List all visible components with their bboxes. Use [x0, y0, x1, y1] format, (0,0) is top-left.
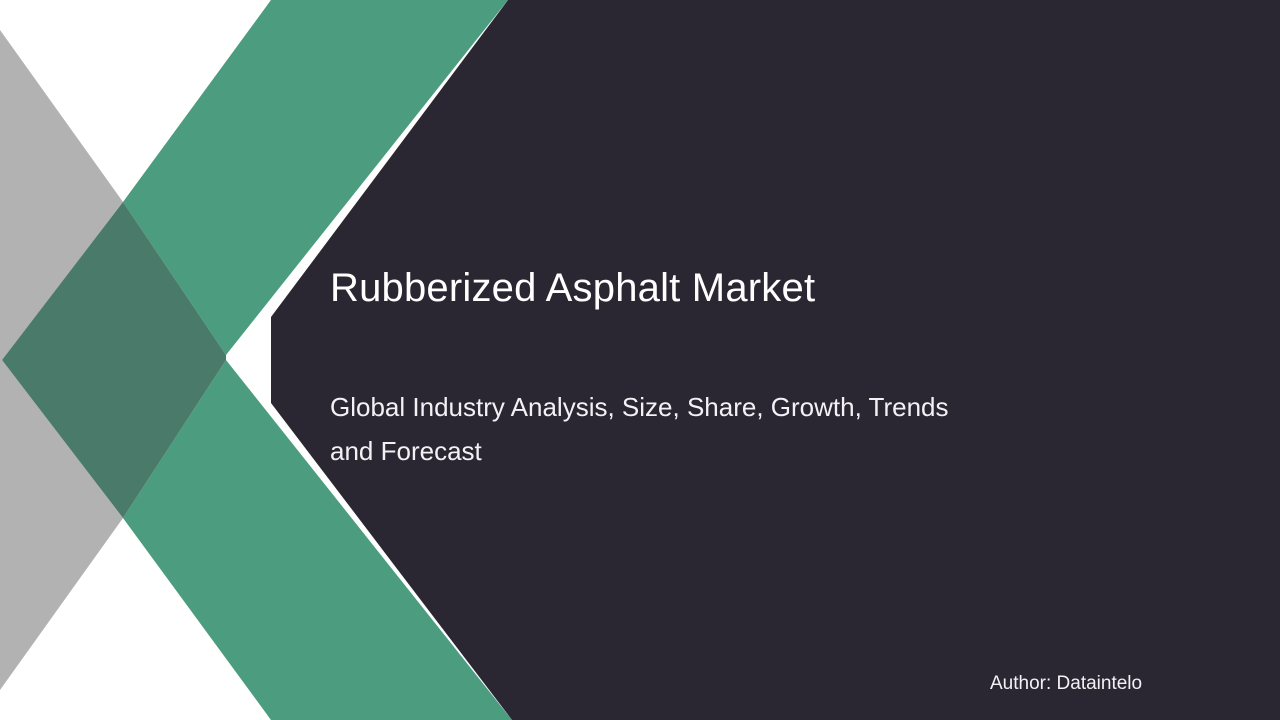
author-credit: Author: Dataintelo	[990, 673, 1143, 694]
gray-x-band	[0, 30, 123, 690]
page-title: Rubberized Asphalt Market	[330, 266, 816, 310]
green-gray-overlap	[2, 202, 226, 518]
green-x-band-upper	[123, 0, 508, 355]
dark-angled-panel	[271, 0, 1280, 720]
slide-subtitle: Global Industry Analysis, Size, Share, G…	[330, 392, 949, 466]
green-x-band-lower	[123, 360, 512, 720]
